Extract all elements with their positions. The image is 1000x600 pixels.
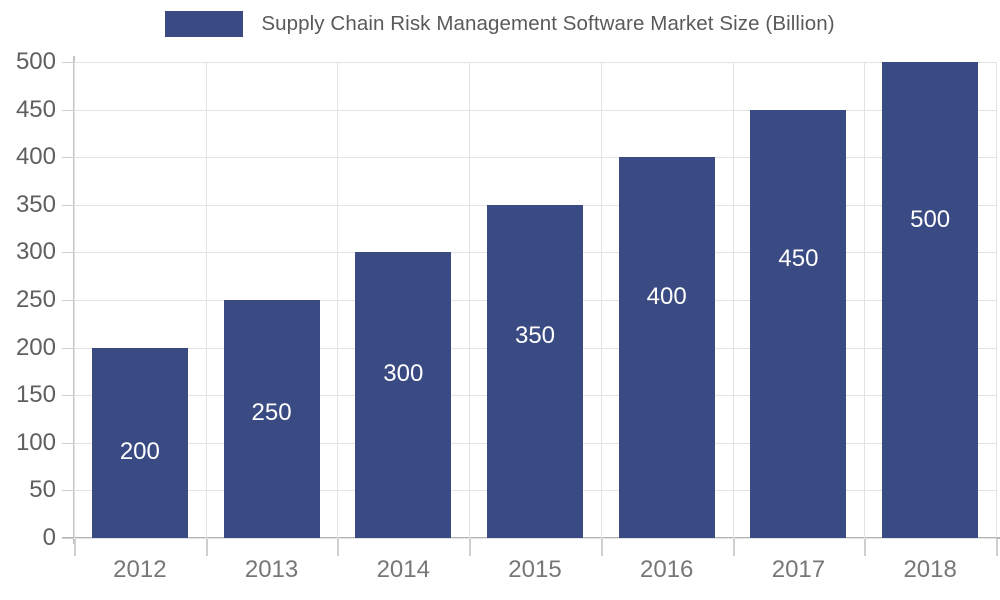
y-axis-tick-mark bbox=[62, 538, 74, 539]
y-axis-tick-mark bbox=[62, 347, 74, 349]
legend-item-label: Supply Chain Risk Management Software Ma… bbox=[261, 12, 835, 35]
x-axis-tick-label: 2015 bbox=[508, 556, 562, 583]
y-axis-tick-label: 300 bbox=[15, 238, 56, 266]
x-axis-tick-label: 2016 bbox=[640, 556, 694, 583]
gridline-vertical bbox=[996, 62, 997, 538]
x-axis-tick-mark bbox=[469, 539, 472, 556]
y-axis-tick-mark bbox=[62, 490, 74, 492]
x-axis-tick-mark bbox=[74, 539, 76, 556]
bar-2015[interactable] bbox=[487, 204, 583, 538]
y-axis-tick-mark bbox=[62, 442, 74, 444]
gridline-vertical bbox=[864, 62, 866, 538]
bar-2014[interactable] bbox=[355, 252, 452, 538]
gridline-horizontal bbox=[74, 62, 996, 63]
x-axis-tick-label: 2013 bbox=[244, 556, 299, 583]
y-axis-tick-mark bbox=[62, 62, 74, 63]
chart-legend: Supply Chain Risk Management Software Ma… bbox=[0, 0, 1000, 48]
x-axis-tick-label: 2012 bbox=[113, 556, 167, 583]
bar-2013[interactable] bbox=[223, 300, 320, 538]
x-axis-tick-mark bbox=[205, 539, 208, 556]
y-axis-tick-label: 450 bbox=[15, 95, 56, 123]
y-axis-tick-mark bbox=[62, 204, 74, 206]
y-axis-tick-mark bbox=[62, 157, 74, 159]
bar-2018[interactable] bbox=[882, 62, 979, 538]
x-axis-tick-mark bbox=[864, 539, 867, 556]
bar-2012[interactable] bbox=[91, 347, 188, 538]
x-axis-tick-mark bbox=[996, 539, 998, 556]
gridline-vertical bbox=[337, 62, 339, 538]
y-axis-tick-label: 250 bbox=[15, 286, 56, 313]
gridline-horizontal bbox=[74, 109, 996, 111]
y-axis-tick-label: 100 bbox=[15, 428, 56, 456]
y-axis-tick-label: 350 bbox=[15, 190, 56, 218]
bar-2016[interactable] bbox=[618, 157, 715, 538]
bar-2017[interactable] bbox=[750, 109, 847, 538]
y-axis-tick-label: 200 bbox=[15, 333, 56, 361]
x-axis-tick-label: 2018 bbox=[903, 556, 957, 583]
gridline-vertical bbox=[732, 62, 734, 538]
gridline-horizontal bbox=[74, 157, 996, 159]
gridline-vertical bbox=[205, 62, 207, 538]
y-axis-tick-mark bbox=[62, 300, 74, 301]
legend-item-market-size[interactable]: Supply Chain Risk Management Software Ma… bbox=[165, 11, 835, 37]
x-axis-tick-label: 2014 bbox=[376, 556, 430, 583]
x-axis-tick-label: 2017 bbox=[771, 556, 826, 583]
y-axis-tick-mark bbox=[62, 109, 74, 111]
y-axis-tick-mark bbox=[62, 252, 74, 254]
y-axis-tick-label: 0 bbox=[42, 524, 56, 551]
y-axis-tick-label: 50 bbox=[29, 476, 56, 504]
x-axis-tick-mark bbox=[732, 539, 735, 556]
gridline-vertical bbox=[469, 62, 471, 538]
x-axis-tick-mark bbox=[337, 539, 340, 556]
y-axis-tick-label: 150 bbox=[15, 381, 56, 409]
x-axis-tick-mark bbox=[600, 539, 603, 556]
gridline-horizontal bbox=[74, 538, 996, 539]
gridline-vertical bbox=[74, 62, 75, 538]
legend-swatch-icon bbox=[165, 11, 244, 37]
gridline-vertical bbox=[600, 62, 602, 538]
y-axis-tick-label: 400 bbox=[15, 143, 56, 171]
y-axis-tick-label: 500 bbox=[15, 48, 56, 75]
y-axis-tick-mark bbox=[62, 395, 74, 397]
bar-series: 200 250 300 350 400 450 500 bbox=[74, 62, 996, 538]
